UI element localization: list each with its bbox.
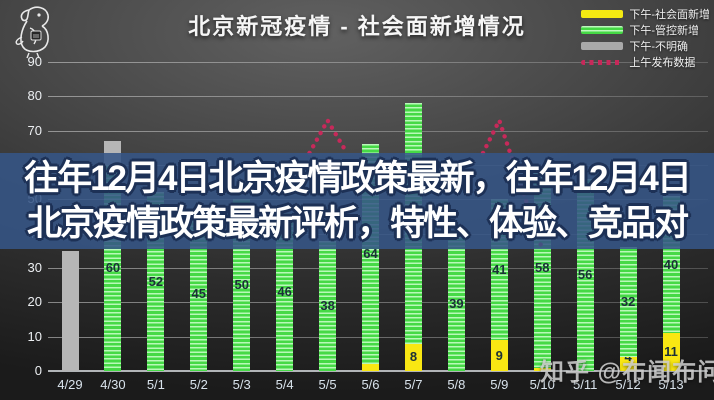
overlay-banner: 往年12月4日北京疫情政策最新，往年12月4日 北京疫情政策最新评析，特性、体验… xyxy=(0,153,714,249)
bar-value-label: 52 xyxy=(148,273,164,289)
bar-segment xyxy=(362,364,379,371)
bar-value-label: 32 xyxy=(620,294,636,310)
bar-value-label: 11 xyxy=(664,344,678,360)
bar-value-label: 8 xyxy=(409,349,418,364)
gridline xyxy=(48,62,708,64)
bar-value-label: 45 xyxy=(191,285,207,301)
zhihu-watermark: 知乎 @布闻布问 xyxy=(540,359,714,386)
y-tick-label: 30 xyxy=(27,260,42,275)
yellow-bar-swatch-icon xyxy=(581,10,624,18)
legend-label: 下午-管控新增 xyxy=(629,25,699,37)
x-tick-label: 4/30 xyxy=(100,377,126,392)
bar-segment xyxy=(276,213,294,371)
legend-item-controlled: 下午-管控新增 xyxy=(581,23,710,37)
y-tick-label: 0 xyxy=(34,363,42,378)
overlay-text-line-1: 往年12月4日北京疫情政策最新，往年12月4日 xyxy=(24,159,692,198)
bar-segment xyxy=(61,250,79,371)
bar-value-label: 46 xyxy=(277,284,292,300)
bar-value-label: 39 xyxy=(449,296,464,312)
parrot-mascot-icon xyxy=(15,6,49,59)
y-tick-label: 10 xyxy=(27,328,42,344)
x-tick-label: 5/4 xyxy=(275,377,294,392)
bar-segment xyxy=(447,237,465,371)
x-tick-label: 5/9 xyxy=(490,377,509,392)
y-tick-label: 20 xyxy=(27,294,42,310)
bar-segment xyxy=(319,240,337,371)
green-bar-swatch-icon xyxy=(581,26,624,34)
bar-segment xyxy=(619,247,637,358)
y-tick-label: 80 xyxy=(27,88,42,104)
bar-value-label: 64 xyxy=(363,246,378,262)
legend-label: 下午-不明确 xyxy=(629,41,688,53)
bar-value-label: 41 xyxy=(492,261,507,277)
x-tick-label: 5/2 xyxy=(189,377,208,392)
red-dotted-line-swatch-icon xyxy=(581,59,624,65)
gray-bar-swatch-icon xyxy=(581,42,624,50)
x-tick-label: 5/11 xyxy=(572,377,598,392)
x-tick-label: 4/29 xyxy=(57,377,83,392)
x-tick-label: 5/5 xyxy=(318,377,337,392)
x-tick-label: 5/7 xyxy=(404,377,423,392)
bar-segment xyxy=(619,357,637,371)
bar-segment xyxy=(404,343,422,371)
bar-value-label: 58 xyxy=(534,260,550,275)
bar-segment xyxy=(533,367,551,371)
x-tick-label: 5/1 xyxy=(146,377,165,392)
bar-value-label: 9 xyxy=(495,347,503,363)
x-tick-label: 5/12 xyxy=(615,377,641,392)
bar-value-label: 60 xyxy=(105,260,121,275)
x-tick-label: 5/8 xyxy=(447,377,466,392)
y-tick-label: 70 xyxy=(27,122,42,138)
gridline xyxy=(48,370,708,372)
x-tick-label: 5/3 xyxy=(232,377,251,392)
bar-value-label: 50 xyxy=(234,277,249,293)
bar-value-label: 56 xyxy=(577,266,593,282)
bar-segment xyxy=(190,216,208,371)
legend-item-unclear: 下午-不明确 xyxy=(581,39,710,53)
x-tick-label: 5/10 xyxy=(529,377,555,392)
legend-label: 上午发布数据 xyxy=(629,57,696,69)
gridline xyxy=(48,130,708,132)
bar-segment xyxy=(662,333,680,371)
x-tick-label: 5/6 xyxy=(361,377,380,392)
overlay-text-line-2: 北京疫情政策最新评析，特性、体验、竞品对 xyxy=(26,204,689,243)
chart-title: 北京新冠疫情 - 社会面新增情况 xyxy=(188,14,526,39)
legend-label: 下午-社会面新增 xyxy=(629,9,710,21)
bar-value-label: 40 xyxy=(663,256,679,272)
bar-segment xyxy=(490,340,508,371)
bar-value-label: 38 xyxy=(320,297,335,313)
legend-item-community: 下午-社会面新增 xyxy=(581,7,710,21)
gridline xyxy=(48,96,708,98)
x-tick-label: 5/13 xyxy=(658,377,684,392)
chart-legend: 下午-社会面新增 下午-管控新增 下午-不明确 上午发布数据 xyxy=(581,7,710,71)
legend-item-morning: 上午发布数据 xyxy=(581,55,710,69)
